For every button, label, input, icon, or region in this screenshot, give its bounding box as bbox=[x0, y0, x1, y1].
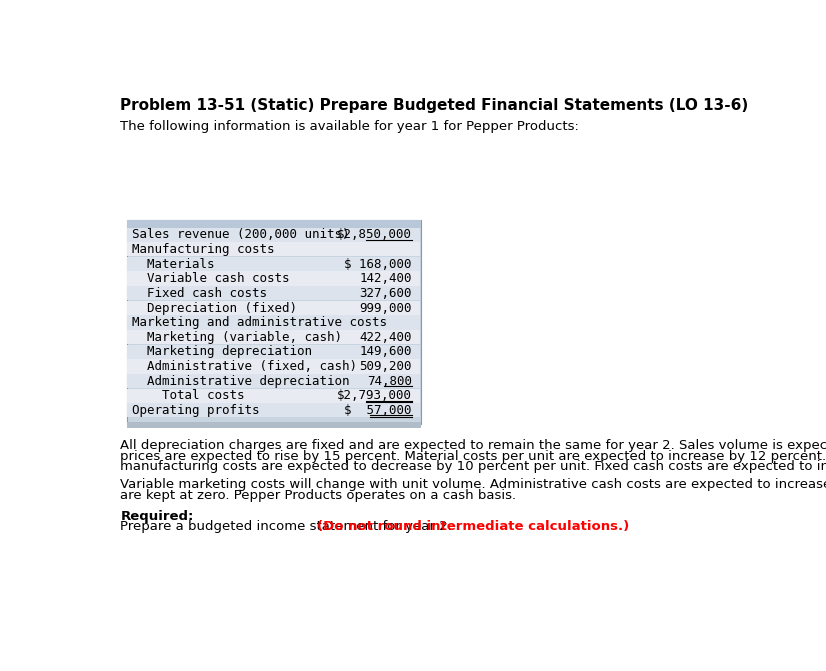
Bar bbox=[126, 220, 421, 227]
Text: Administrative (fixed, cash): Administrative (fixed, cash) bbox=[132, 360, 357, 373]
Bar bbox=[126, 220, 421, 424]
Bar bbox=[127, 359, 420, 374]
Text: $2,793,000: $2,793,000 bbox=[337, 389, 411, 403]
Text: Sales revenue (200,000 units): Sales revenue (200,000 units) bbox=[132, 228, 349, 242]
Text: $2,850,000: $2,850,000 bbox=[337, 228, 411, 242]
Text: manufacturing costs are expected to decrease by 10 percent per unit. Fixed cash : manufacturing costs are expected to decr… bbox=[121, 460, 826, 473]
Text: 999,000: 999,000 bbox=[359, 301, 411, 315]
Text: Fixed cash costs: Fixed cash costs bbox=[132, 287, 267, 300]
Text: Total costs: Total costs bbox=[132, 389, 244, 403]
Bar bbox=[127, 301, 420, 315]
Bar bbox=[127, 403, 420, 417]
Bar bbox=[127, 286, 420, 301]
Text: All depreciation charges are fixed and are expected to remain the same for year : All depreciation charges are fixed and a… bbox=[121, 440, 826, 452]
Bar bbox=[127, 272, 420, 286]
Bar bbox=[127, 257, 420, 271]
Text: Variable marketing costs will change with unit volume. Administrative cash costs: Variable marketing costs will change wit… bbox=[121, 478, 826, 491]
Bar bbox=[127, 330, 420, 344]
Text: Marketing and administrative costs: Marketing and administrative costs bbox=[132, 316, 387, 329]
Text: Required:: Required: bbox=[121, 510, 193, 523]
Text: prices are expected to rise by 15 percent. Material costs per unit are expected : prices are expected to rise by 15 percen… bbox=[121, 450, 826, 463]
Bar bbox=[126, 423, 421, 428]
Text: The following information is available for year 1 for Pepper Products:: The following information is available f… bbox=[121, 120, 579, 133]
Text: Depreciation (fixed): Depreciation (fixed) bbox=[132, 301, 297, 315]
Text: 509,200: 509,200 bbox=[359, 360, 411, 373]
Text: 149,600: 149,600 bbox=[359, 346, 411, 358]
Text: 422,400: 422,400 bbox=[359, 331, 411, 344]
Text: $  57,000: $ 57,000 bbox=[344, 404, 411, 417]
Bar bbox=[127, 374, 420, 388]
Text: (Do not round intermediate calculations.): (Do not round intermediate calculations.… bbox=[316, 520, 629, 533]
Text: Problem 13-51 (Static) Prepare Budgeted Financial Statements (LO 13-6): Problem 13-51 (Static) Prepare Budgeted … bbox=[121, 98, 748, 113]
Bar bbox=[127, 345, 420, 359]
Bar bbox=[127, 389, 420, 403]
Bar bbox=[127, 227, 420, 242]
Bar bbox=[127, 242, 420, 256]
Text: Marketing (variable, cash): Marketing (variable, cash) bbox=[132, 331, 342, 344]
Text: Marketing depreciation: Marketing depreciation bbox=[132, 346, 312, 358]
Text: 327,600: 327,600 bbox=[359, 287, 411, 300]
Bar bbox=[127, 315, 420, 329]
Text: Materials: Materials bbox=[132, 258, 215, 270]
Text: 142,400: 142,400 bbox=[359, 272, 411, 285]
Text: 74,800: 74,800 bbox=[367, 374, 411, 388]
Text: Administrative depreciation: Administrative depreciation bbox=[132, 374, 349, 388]
Text: are kept at zero. Pepper Products operates on a cash basis.: are kept at zero. Pepper Products operat… bbox=[121, 488, 516, 502]
Text: Prepare a budgeted income statement for year 2.: Prepare a budgeted income statement for … bbox=[121, 520, 456, 533]
Text: Operating profits: Operating profits bbox=[132, 404, 259, 417]
Text: Variable cash costs: Variable cash costs bbox=[132, 272, 289, 285]
Text: $ 168,000: $ 168,000 bbox=[344, 258, 411, 270]
Text: Manufacturing costs: Manufacturing costs bbox=[132, 243, 274, 256]
